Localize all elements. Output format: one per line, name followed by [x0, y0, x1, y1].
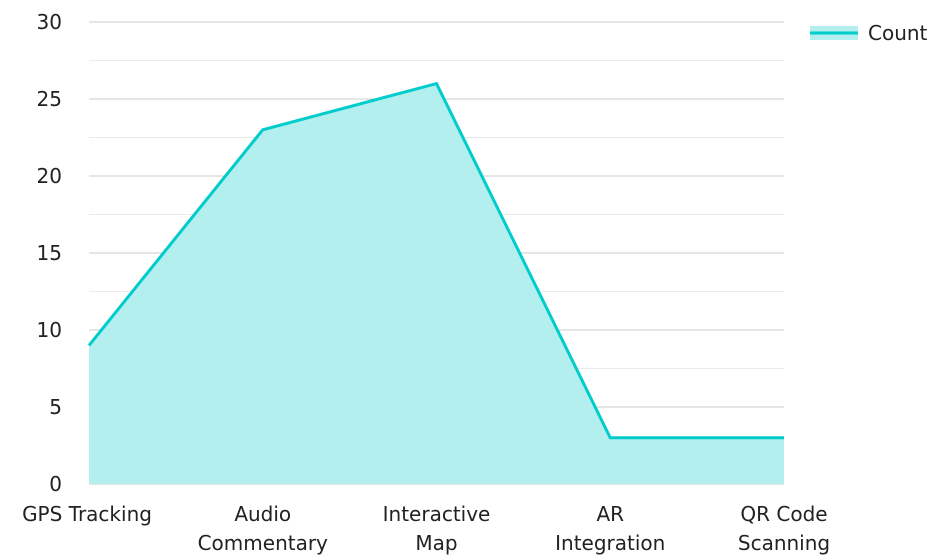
series-area-fill [89, 83, 784, 484]
x-tick-label-line: Commentary [198, 531, 328, 555]
y-tick-label: 5 [49, 395, 62, 419]
x-tick-label-line: QR Code [740, 502, 827, 526]
x-tick-label: Audio Commentary [198, 502, 328, 555]
x-axis-ticks: GPS Tracking Audio Commentary Interactive Ma… [22, 502, 830, 555]
x-tick-label: QR Code Scanning [738, 502, 830, 555]
y-tick-label: 10 [37, 318, 62, 342]
legend-label: Count [868, 21, 928, 45]
x-tick-label-line: Map [415, 531, 457, 555]
x-tick-label: Interactive Map [383, 502, 491, 555]
y-tick-label: 0 [49, 472, 62, 496]
legend: Count [810, 21, 928, 45]
y-tick-label: 25 [37, 87, 62, 111]
x-tick-label-line: GPS Tracking [22, 502, 152, 526]
y-tick-label: 15 [37, 241, 62, 265]
x-tick-label-line: Interactive [383, 502, 491, 526]
x-tick-label-line: Scanning [738, 531, 830, 555]
x-tick-label-line: Audio [234, 502, 291, 526]
x-tick-label: GPS Tracking [22, 502, 152, 526]
x-tick-label-line: AR [596, 502, 624, 526]
y-tick-label: 20 [37, 164, 62, 188]
series-line [87, 81, 784, 440]
series-area-group [87, 81, 784, 484]
x-tick-label-line: Integration [555, 531, 665, 555]
x-tick-label: AR Integration [555, 502, 665, 555]
y-tick-label: 30 [37, 10, 62, 34]
y-axis-ticks: 0 5 10 15 20 25 30 [37, 10, 62, 496]
